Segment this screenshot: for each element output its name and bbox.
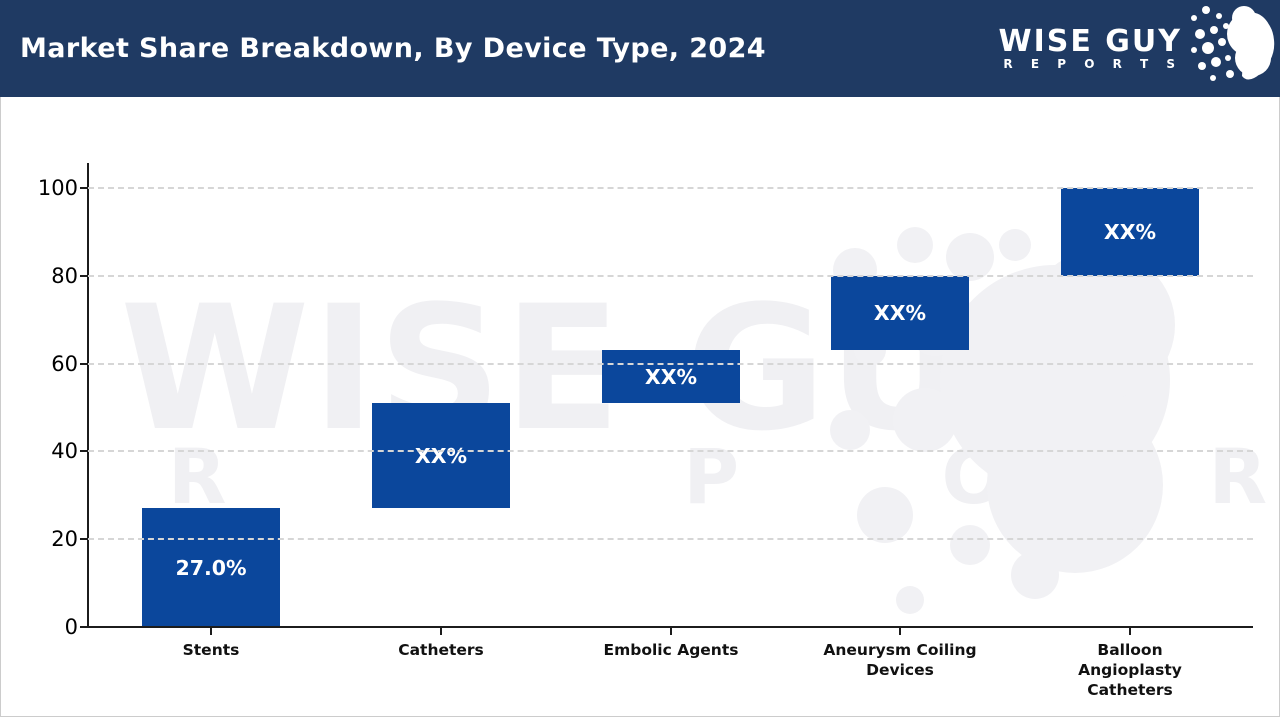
y-tick-label-20: 20 <box>51 527 78 552</box>
bar-value-label: XX% <box>873 301 927 326</box>
x-tick-4 <box>1129 627 1131 635</box>
y-tick-0 <box>80 626 88 628</box>
x-tick-3 <box>899 627 901 635</box>
bar-value-label: XX% <box>414 443 468 468</box>
bar-catheters: XX% <box>372 403 510 509</box>
dotted-head-logo-icon <box>1186 0 1278 99</box>
y-tick-label-60: 60 <box>51 351 78 376</box>
x-tick-0 <box>210 627 212 635</box>
gridline-80 <box>88 274 1253 277</box>
logo-text: WISE GUY R E P O R T S <box>998 23 1182 71</box>
logo-wordmark: WISE GUY <box>998 23 1182 59</box>
y-tick-40 <box>80 450 88 453</box>
y-axis-line <box>87 163 89 628</box>
logo-subtitle: R E P O R T S <box>1003 56 1182 71</box>
y-tick-label-0: 0 <box>64 615 78 639</box>
gridline-60 <box>88 362 1253 365</box>
wise-guy-logo: WISE GUY R E P O R T S <box>998 0 1278 97</box>
header-bar: Market Share Breakdown, By Device Type, … <box>0 0 1280 97</box>
y-tick-label-80: 80 <box>51 263 78 288</box>
bar-embolic-agents: XX% <box>602 350 740 404</box>
y-tick-label-40: 40 <box>51 439 78 464</box>
gridline-20 <box>88 538 1253 541</box>
gridline-40 <box>88 450 1253 453</box>
y-tick-100 <box>80 187 88 189</box>
y-tick-20 <box>80 538 88 541</box>
gridline-100 <box>88 187 1253 189</box>
page-title: Market Share Breakdown, By Device Type, … <box>20 33 766 64</box>
x-category-label: Balloon Angioplasty Catheters <box>1078 641 1182 699</box>
y-tick-60 <box>80 362 88 365</box>
y-tick-label-100: 100 <box>37 176 78 200</box>
x-category-label: Embolic Agents <box>603 641 739 659</box>
bar-value-label: XX% <box>644 364 698 389</box>
bar-value-label: XX% <box>1103 219 1157 244</box>
y-tick-80 <box>80 274 88 277</box>
x-tick-2 <box>670 627 672 635</box>
x-tick-1 <box>440 627 442 635</box>
x-category-label: Aneurysm Coiling Devices <box>823 641 977 679</box>
x-category-label: Stents <box>182 641 240 659</box>
x-category-label: Catheters <box>398 641 484 659</box>
bar-aneurysm-coiling-devices: XX% <box>831 275 969 351</box>
bar-balloon-angioplasty-catheters: XX% <box>1061 188 1199 276</box>
bar-stents: 27.0% <box>142 508 280 627</box>
bar-value-label: 27.0% <box>175 555 247 580</box>
